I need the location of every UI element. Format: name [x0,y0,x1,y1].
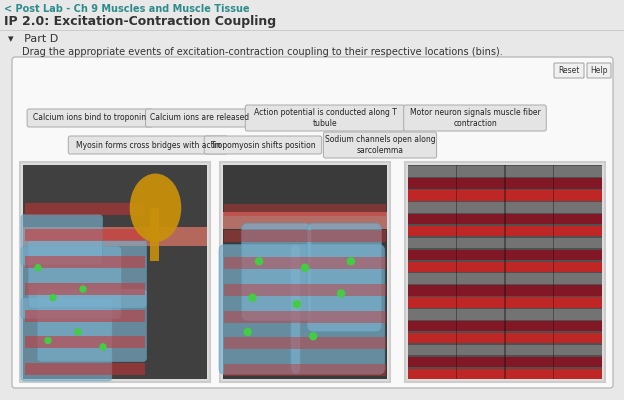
Circle shape [256,258,263,265]
Text: ▾   Part D: ▾ Part D [8,34,58,44]
Bar [408,321,602,332]
Bar [408,226,602,236]
Bar [25,256,145,268]
Text: Sodium channels open along
sarcolemma: Sodium channels open along sarcolemma [324,135,436,155]
Bar [223,165,387,379]
Bar [25,230,145,241]
FancyBboxPatch shape [21,246,121,319]
Bar [224,311,386,322]
Text: Drag the appropriate events of excitation-contraction coupling to their respecti: Drag the appropriate events of excitatio… [22,47,503,57]
FancyBboxPatch shape [204,136,322,154]
Bar [408,178,602,189]
Bar [25,283,145,295]
Circle shape [75,329,81,335]
FancyBboxPatch shape [219,245,300,374]
Bar [504,165,506,379]
Text: Myosin forms cross bridges with actin: Myosin forms cross bridges with actin [76,140,220,150]
Bar [224,257,386,269]
FancyBboxPatch shape [554,63,584,78]
FancyBboxPatch shape [12,57,613,388]
Bar [408,297,602,308]
Bar [408,357,602,367]
Bar [408,262,602,272]
FancyBboxPatch shape [37,290,147,362]
FancyBboxPatch shape [245,105,405,131]
FancyBboxPatch shape [587,63,611,78]
Circle shape [50,295,56,301]
Circle shape [301,264,308,271]
Bar [408,238,602,248]
Circle shape [293,301,300,308]
Bar [408,166,602,177]
Bar [408,202,602,212]
Bar [408,333,602,343]
Text: Tropomyosin shifts position: Tropomyosin shifts position [211,140,315,150]
Text: < Post Lab - Ch 9 Muscles and Muscle Tissue: < Post Lab - Ch 9 Muscles and Muscle Tis… [4,4,250,14]
Ellipse shape [130,174,181,242]
Text: Reset: Reset [558,66,580,75]
Text: Action potential is conducted along T
tubule: Action potential is conducted along T tu… [253,108,396,128]
Bar [408,285,602,296]
FancyBboxPatch shape [404,105,546,131]
Text: Help: Help [590,66,608,75]
Bar [224,230,386,242]
Circle shape [80,286,86,292]
Bar [23,227,207,246]
FancyBboxPatch shape [27,109,153,127]
FancyBboxPatch shape [21,214,102,265]
FancyBboxPatch shape [405,162,605,382]
Bar [408,345,602,355]
Bar [408,250,602,260]
Text: Calcium ions bind to troponin: Calcium ions bind to troponin [34,114,147,122]
Text: Motor neuron signals muscle fiber
contraction: Motor neuron signals muscle fiber contra… [409,108,540,128]
Bar [224,204,386,216]
Bar [224,338,386,349]
FancyBboxPatch shape [241,223,311,321]
Circle shape [338,290,344,297]
Bar [456,165,457,379]
Bar [408,309,602,320]
Circle shape [310,333,317,340]
Circle shape [100,344,106,350]
Circle shape [35,265,41,271]
Bar [25,336,145,348]
FancyBboxPatch shape [20,162,210,382]
FancyBboxPatch shape [21,298,112,381]
Bar [223,212,387,229]
Circle shape [348,258,354,265]
FancyBboxPatch shape [68,136,228,154]
FancyBboxPatch shape [220,162,390,382]
Bar [408,274,602,284]
Bar [25,203,145,214]
Bar [23,165,207,379]
Circle shape [45,338,51,344]
Bar [553,165,554,379]
FancyBboxPatch shape [28,240,147,308]
Circle shape [244,328,251,336]
Bar [408,214,602,224]
Bar [25,363,145,375]
FancyBboxPatch shape [145,109,255,127]
Bar [408,368,602,379]
Bar [408,165,602,379]
Text: Calcium ions are released: Calcium ions are released [150,114,250,122]
Bar [25,310,145,322]
Circle shape [249,294,256,301]
Bar [224,284,386,296]
FancyBboxPatch shape [323,132,437,158]
FancyBboxPatch shape [307,223,381,332]
Bar [408,190,602,201]
FancyBboxPatch shape [291,245,385,374]
Bar [224,364,386,376]
Bar [150,208,159,261]
Text: IP 2.0: Excitation-Contraction Coupling: IP 2.0: Excitation-Contraction Coupling [4,15,276,28]
